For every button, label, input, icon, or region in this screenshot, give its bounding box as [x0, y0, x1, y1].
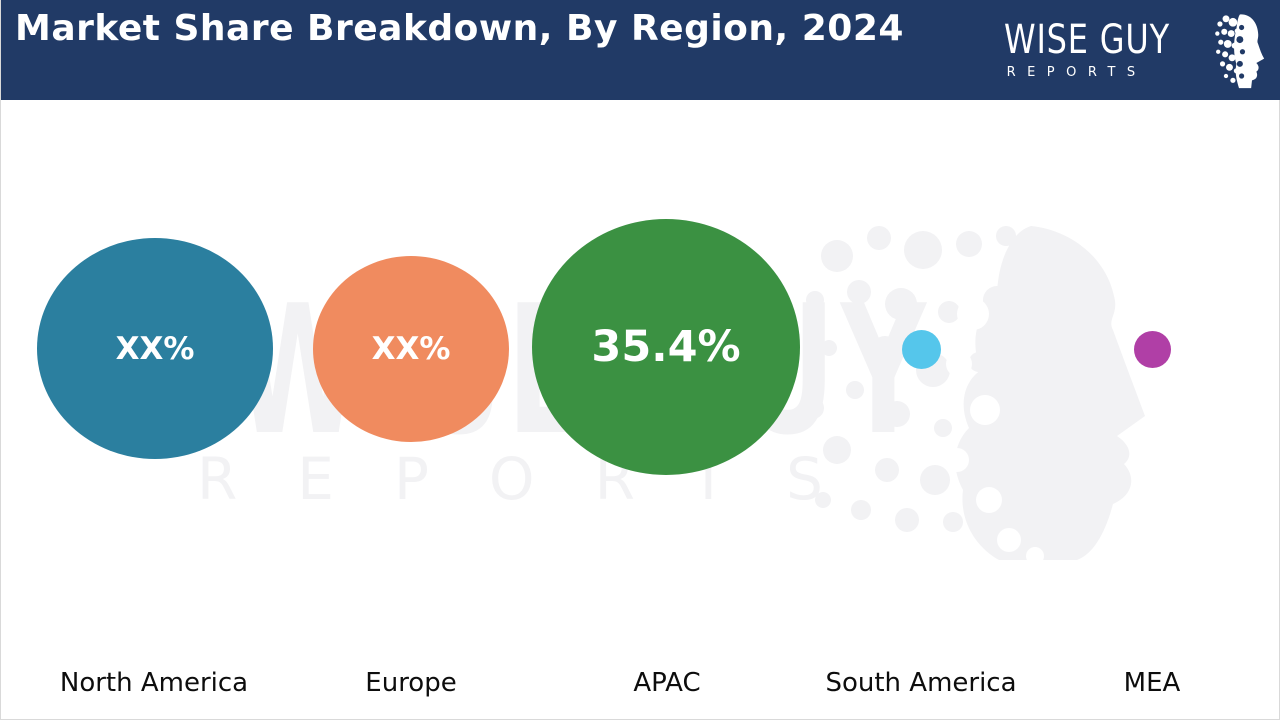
- header-bar: Market Share Breakdown, By Region, 2024 …: [1, 0, 1280, 100]
- watermark-subtext: REPORTS: [197, 445, 883, 513]
- bubble-value-label: XX%: [115, 330, 195, 367]
- head-profile-dots-icon: [1215, 14, 1265, 89]
- bubble-north-america: XX%: [37, 238, 273, 459]
- bubble-mea: [1134, 331, 1171, 368]
- category-label-apac: APAC: [633, 668, 701, 698]
- category-label-mea: MEA: [1123, 668, 1181, 698]
- category-label-europe: Europe: [365, 668, 457, 698]
- bubble-value-label: XX%: [371, 331, 451, 367]
- bubble-value-label: 35.4%: [591, 322, 741, 372]
- page-title: Market Share Breakdown, By Region, 2024: [15, 8, 904, 49]
- wise-guy-logo: WISE GUY REPORTS: [1004, 6, 1265, 92]
- logo-text: WISE GUY REPORTS: [1004, 20, 1211, 80]
- bubble-europe: XX%: [313, 256, 509, 442]
- category-label-north-america: North America: [59, 668, 249, 698]
- logo-wordmark: WISE GUY: [1003, 17, 1170, 63]
- head-profile-dots-watermark-icon: [802, 226, 1145, 565]
- logo-subtext: REPORTS: [1006, 65, 1147, 80]
- chart-area: WISE GUY REPORTS: [1, 100, 1280, 720]
- category-label-south-america: South America: [825, 668, 1017, 698]
- bubble-south-america: [902, 330, 941, 369]
- bubble-apac: 35.4%: [532, 219, 800, 475]
